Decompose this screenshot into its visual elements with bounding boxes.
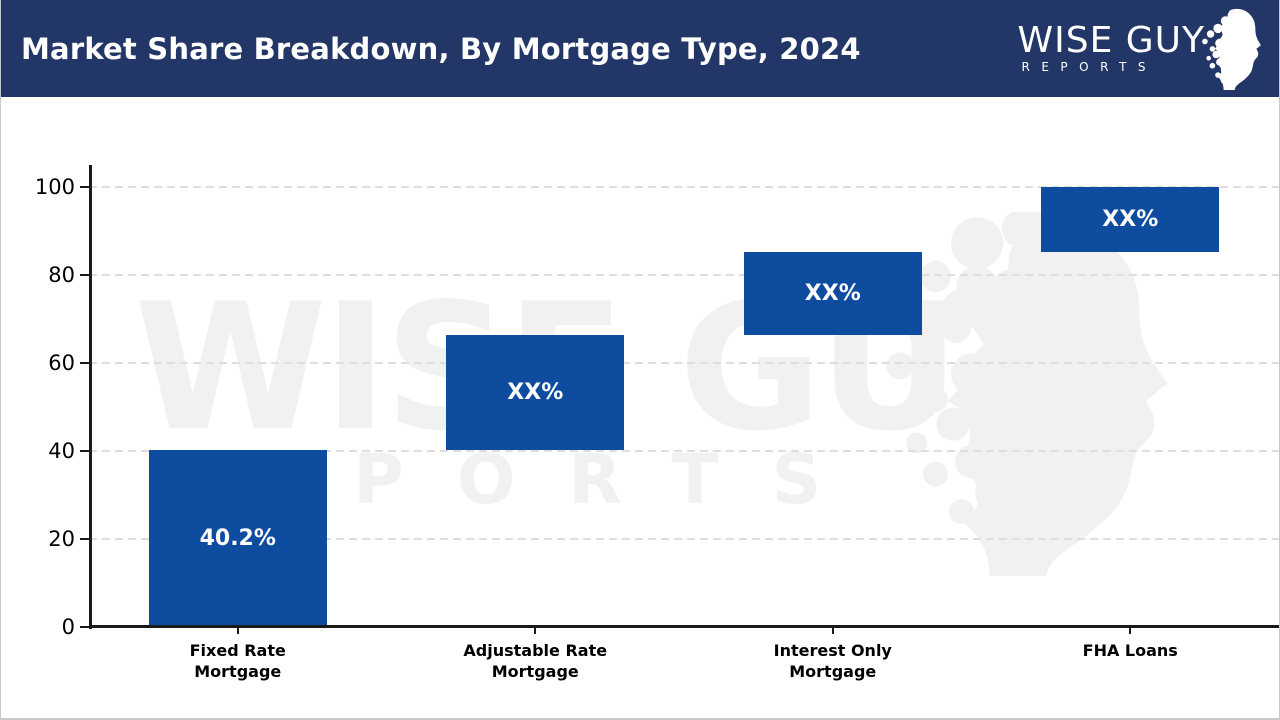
bar-4: XX% [1041, 187, 1220, 253]
gridline-80 [89, 274, 1279, 276]
x-tick-label-3: Interest Only Mortgage [773, 641, 892, 681]
bar-value-label: XX% [507, 379, 564, 405]
x-tick-3 [831, 627, 834, 634]
y-tick-label-80: 80 [48, 263, 75, 287]
y-tick-label-0: 0 [61, 615, 75, 639]
y-tick-label-20: 20 [48, 527, 75, 551]
y-tick-80 [80, 274, 89, 276]
bar-3: XX% [743, 252, 922, 335]
x-tick-label-2: Adjustable Rate Mortgage [463, 641, 608, 681]
y-tick-100 [80, 186, 89, 188]
x-tick-4 [1129, 627, 1132, 634]
gridline-40 [89, 450, 1279, 452]
brand-logo-text: WISE GUY REPORTS [1017, 19, 1206, 75]
y-tick-60 [80, 362, 89, 364]
gridline-60 [89, 362, 1279, 364]
brand-logo: WISE GUY REPORTS [1018, 6, 1268, 90]
y-tick-label-100: 100 [34, 175, 75, 199]
bar-value-label: XX% [1102, 207, 1159, 233]
y-axis-line [89, 165, 92, 629]
x-tick-2 [534, 627, 537, 634]
y-tick-label-60: 60 [48, 351, 75, 375]
bar-1: 40.2% [148, 450, 327, 627]
x-tick-1 [236, 627, 239, 634]
bar-value-label: 40.2% [199, 526, 276, 552]
y-tick-0 [80, 626, 89, 628]
y-tick-20 [80, 538, 89, 540]
logo-subtitle: REPORTS [1021, 60, 1158, 75]
x-tick-label-4: FHA Loans [1082, 641, 1178, 660]
x-axis-line [89, 625, 1279, 628]
bar-2: XX% [446, 334, 625, 451]
gridline-100 [89, 186, 1279, 188]
page-title: Market Share Breakdown, By Mortgage Type… [21, 31, 861, 66]
y-tick-label-40: 40 [48, 439, 75, 463]
bar-value-label: XX% [804, 280, 861, 306]
y-tick-40 [80, 450, 89, 452]
logo-wordmark: WISE GUY [1017, 19, 1205, 61]
header: Market Share Breakdown, By Mortgage Type… [1, 0, 1279, 97]
x-tick-label-1: Fixed Rate Mortgage [189, 641, 286, 681]
watermark-head-icon [886, 212, 1168, 576]
logo-head-icon [1202, 8, 1261, 90]
gridline-20 [89, 538, 1279, 540]
